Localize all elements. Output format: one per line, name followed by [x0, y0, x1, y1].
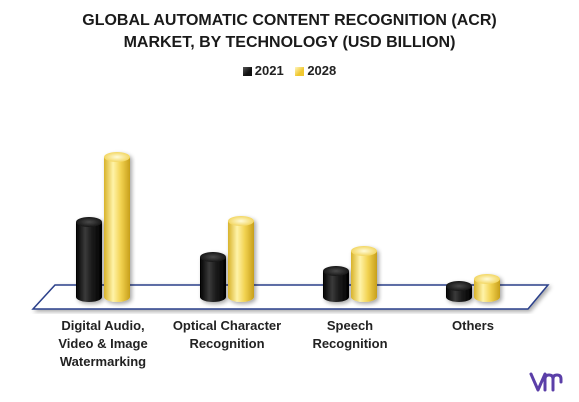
- bars-group: [76, 152, 500, 302]
- vmr-logo-icon: [529, 372, 563, 392]
- chart-title: GLOBAL AUTOMATIC CONTENT RECOGNITION (AC…: [0, 10, 579, 54]
- bar-top: [76, 217, 102, 227]
- category-label-line: Digital Audio,: [61, 318, 144, 333]
- category-label-line: Optical Character: [173, 318, 281, 333]
- legend-swatch-2021: [242, 67, 252, 77]
- category-label-line: Others: [452, 318, 494, 333]
- bar-top: [323, 266, 349, 276]
- bar-top: [200, 252, 226, 262]
- bar-2028-2: [228, 216, 254, 302]
- category-label-line: Speech: [327, 318, 373, 333]
- legend-swatch-2028: [295, 67, 305, 77]
- category-label-line: Watermarking: [60, 354, 146, 369]
- bar-body: [104, 157, 130, 302]
- bar-top: [104, 152, 130, 162]
- legend: 2021 2028: [0, 63, 579, 78]
- bar-body: [323, 271, 349, 302]
- bar-2028-3: [351, 246, 377, 302]
- bar-2021-4: [446, 281, 472, 302]
- chart-title-line-1: GLOBAL AUTOMATIC CONTENT RECOGNITION (AC…: [82, 12, 497, 29]
- chart-floor: [31, 284, 550, 310]
- bar-2021-2: [200, 252, 226, 302]
- legend-item-2028: 2028: [295, 63, 336, 78]
- bar-body: [474, 279, 500, 302]
- category-label-line: Recognition: [189, 336, 264, 351]
- category-label-1: Digital Audio, Video & Image Watermarking: [58, 318, 147, 369]
- category-label-3: Speech Recognition: [312, 318, 387, 351]
- category-labels: Digital Audio, Video & Image Watermarking O…: [58, 318, 494, 369]
- bar-body: [200, 257, 226, 302]
- bar-2021-1: [76, 217, 102, 302]
- bar-top: [351, 246, 377, 256]
- bar-body: [76, 222, 102, 302]
- category-label-line: Recognition: [312, 336, 387, 351]
- bar-body: [351, 251, 377, 302]
- category-label-line: Video & Image: [58, 336, 147, 351]
- bar-top: [228, 216, 254, 226]
- legend-label-2021: 2021: [254, 63, 284, 78]
- bar-2028-4: [474, 274, 500, 302]
- bar-top: [474, 274, 500, 284]
- legend-item-2021: 2021: [242, 63, 284, 78]
- legend-label-2028: 2028: [307, 63, 337, 78]
- bar-top: [446, 281, 472, 291]
- bar-2021-3: [323, 266, 349, 302]
- bar-2028-1: [104, 152, 130, 302]
- category-label-2: Optical Character Recognition: [173, 318, 281, 351]
- bar-body: [228, 221, 254, 302]
- category-label-4: Others: [452, 318, 494, 333]
- chart-title-line-2: MARKET, BY TECHNOLOGY (USD BILLION): [123, 34, 456, 51]
